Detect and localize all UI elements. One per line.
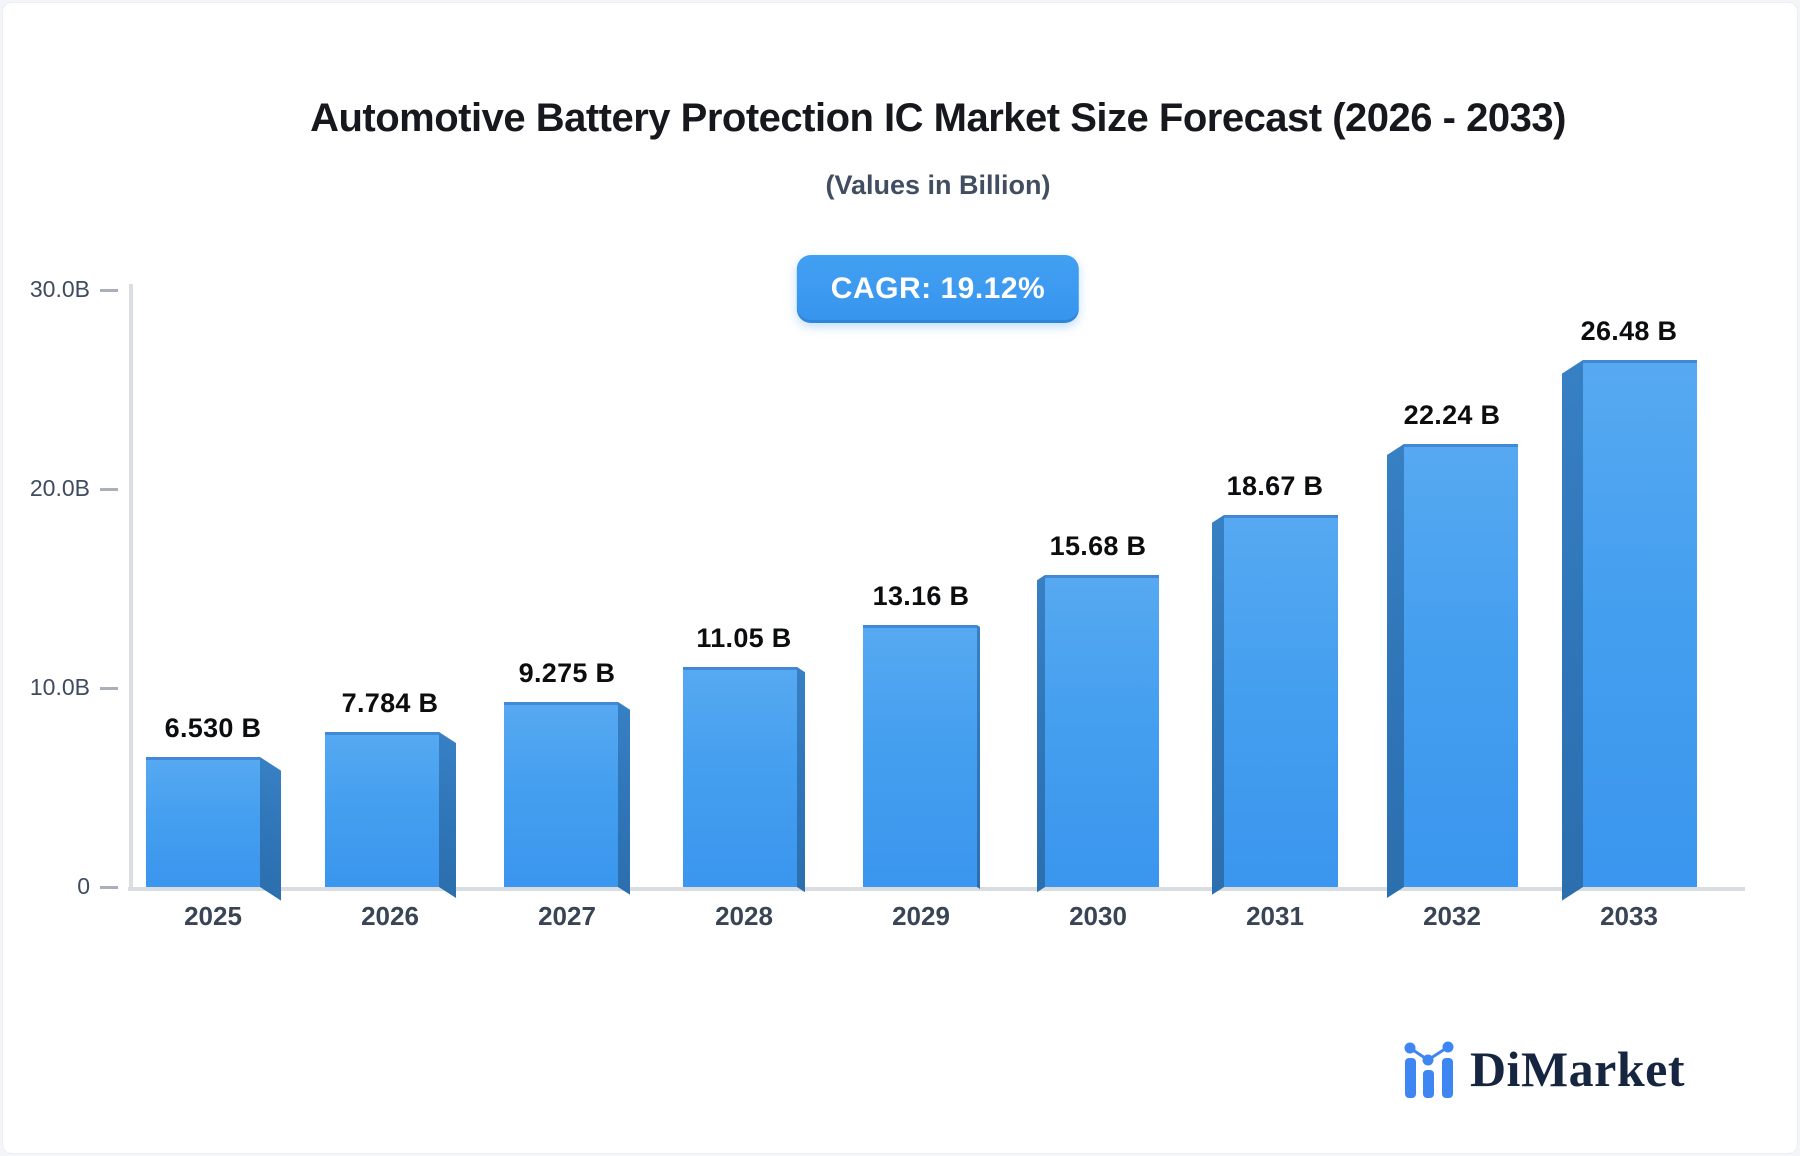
dimarket-logo: DiMarket xyxy=(1404,1038,1685,1100)
bar-value-label: 9.275 B xyxy=(518,658,616,688)
bar-side-2032 xyxy=(1387,444,1404,899)
x-axis-category-label: 2032 xyxy=(1423,901,1481,931)
bar-face-2026 xyxy=(325,732,439,887)
y-axis-tick-label: 0 xyxy=(77,873,90,899)
bar-side-2031 xyxy=(1212,515,1224,895)
bar xyxy=(1037,575,1159,893)
bar-side-2033 xyxy=(1562,360,1583,901)
y-axis-tick-label: 30.0B xyxy=(29,276,90,302)
bar-face-2029 xyxy=(863,625,977,887)
x-axis-category-label: 2030 xyxy=(1069,901,1127,931)
bar-side-2026 xyxy=(439,732,456,899)
x-axis-category-label: 2029 xyxy=(892,901,950,931)
bar xyxy=(1562,360,1697,901)
bar-side-2028 xyxy=(797,667,805,893)
cagr-badge: CAGR: 19.12% xyxy=(796,255,1080,323)
bar-value-label: 26.48 B xyxy=(1580,316,1678,346)
bar-value-label: 13.16 B xyxy=(872,581,970,611)
bar-face-2033 xyxy=(1583,360,1697,887)
bar-value-label: 22.24 B xyxy=(1403,400,1501,430)
bar-face-2031 xyxy=(1224,515,1338,887)
bar xyxy=(863,625,980,889)
y-tick-0 xyxy=(100,886,118,889)
y-axis-tick-label: 10.0B xyxy=(29,674,90,700)
bar xyxy=(1387,444,1518,899)
bar-value-label: 18.67 B xyxy=(1226,471,1324,501)
bar-chart-sparkline-icon xyxy=(1404,1040,1456,1098)
bar-value-label: 6.530 B xyxy=(164,713,262,743)
bar xyxy=(683,667,805,893)
bar-side-2029 xyxy=(977,625,980,889)
bar-side-2027 xyxy=(618,702,630,895)
bar-face-2028 xyxy=(683,667,797,887)
bar xyxy=(325,732,456,899)
bar-face-2027 xyxy=(504,702,618,887)
bar xyxy=(504,702,630,895)
chart-title: Automotive Battery Protection IC Market … xyxy=(310,96,1566,140)
y-tick-20.0B xyxy=(100,488,118,491)
bar-side-2030 xyxy=(1037,575,1045,893)
logo-text: DiMarket xyxy=(1469,1041,1685,1097)
y-axis-tick-label: 20.0B xyxy=(29,475,90,501)
x-axis-category-label: 2027 xyxy=(538,901,596,931)
x-axis-category-label: 2025 xyxy=(184,901,242,931)
bar-face-2030 xyxy=(1045,575,1159,887)
bar xyxy=(146,757,281,901)
x-axis-category-label: 2026 xyxy=(361,901,419,931)
x-axis-category-label: 2031 xyxy=(1246,901,1304,931)
bar-value-label: 15.68 B xyxy=(1049,531,1147,561)
bar-value-label: 7.784 B xyxy=(341,688,439,718)
y-tick-10.0B xyxy=(100,687,118,690)
bar-side-2025 xyxy=(260,757,281,901)
bar-face-2025 xyxy=(146,757,260,887)
chart-subtitle: (Values in Billion) xyxy=(825,170,1051,200)
bar xyxy=(1212,515,1338,895)
bar-value-label: 11.05 B xyxy=(696,623,792,653)
bar-face-2032 xyxy=(1404,444,1518,887)
x-axis-category-label: 2033 xyxy=(1600,901,1658,931)
y-axis-line xyxy=(129,284,133,891)
x-axis-line xyxy=(128,887,1745,891)
x-axis-category-label: 2028 xyxy=(715,901,773,931)
y-tick-30.0B xyxy=(100,289,118,292)
